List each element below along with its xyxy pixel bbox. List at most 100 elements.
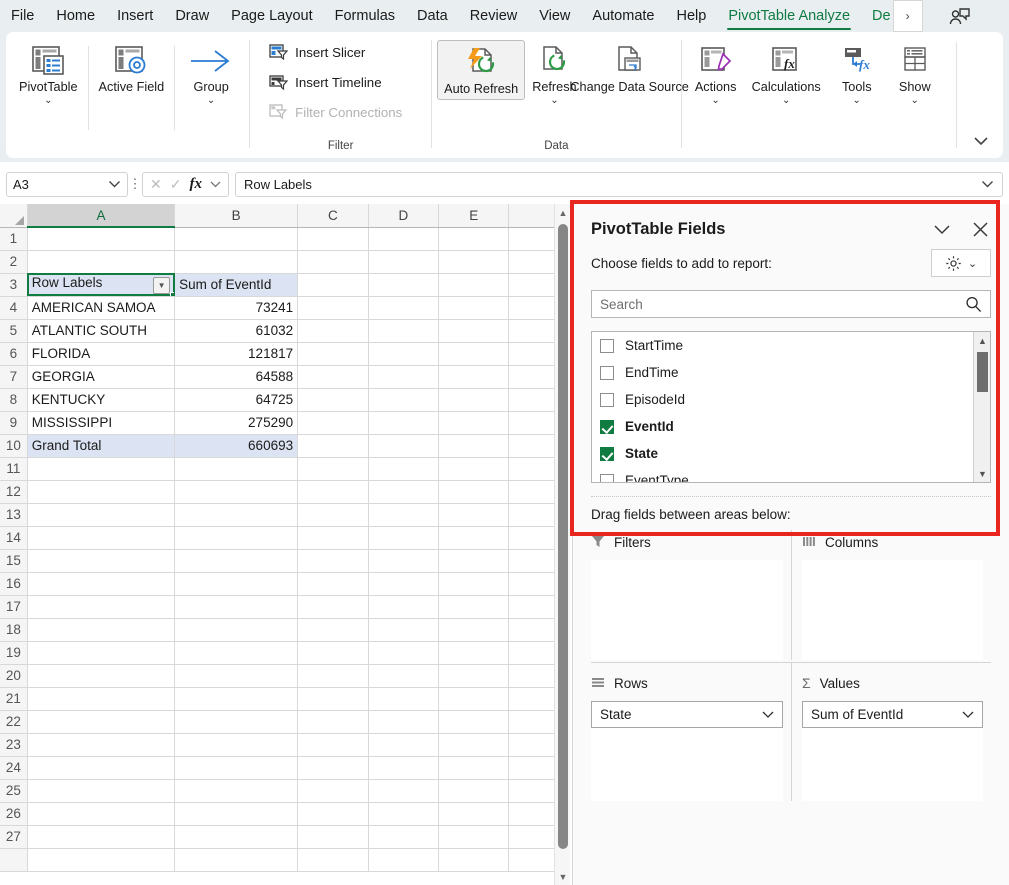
- area-columns-dropzone[interactable]: [802, 560, 983, 660]
- cell-e3[interactable]: [438, 273, 510, 297]
- area-filters[interactable]: Filters: [591, 530, 791, 660]
- cell-d21[interactable]: [368, 687, 440, 711]
- cell-b18[interactable]: [174, 618, 299, 642]
- cell-label-6[interactable]: FLORIDA: [27, 342, 176, 366]
- show-button[interactable]: Show ⌄: [886, 38, 944, 106]
- tab-review[interactable]: Review: [469, 8, 518, 24]
- cell-b19[interactable]: [174, 641, 299, 665]
- field-list-scrollbar[interactable]: ▲ ▼: [973, 332, 990, 482]
- cell-value-8[interactable]: 64725: [174, 388, 299, 412]
- ribbon-collapse-chevron-icon[interactable]: [973, 136, 989, 146]
- cell-grand-total-label[interactable]: Grand Total: [27, 434, 176, 458]
- area-rows[interactable]: Rows State: [591, 662, 791, 801]
- cell-a24[interactable]: [27, 756, 176, 780]
- insert-timeline-button[interactable]: Insert Timeline: [263, 67, 387, 97]
- cell-b12[interactable]: [174, 480, 299, 504]
- rows-empty-space[interactable]: [591, 728, 783, 801]
- calculations-button[interactable]: fx Calculations ⌄: [745, 38, 828, 106]
- cell-c17[interactable]: [297, 595, 369, 619]
- chevron-down-icon[interactable]: ⌄: [711, 95, 720, 106]
- cell-a25[interactable]: [27, 779, 176, 803]
- cell-value-6[interactable]: 121817: [174, 342, 299, 366]
- chevron-down-icon[interactable]: ⌄: [206, 95, 216, 106]
- cell-value-5[interactable]: 61032: [174, 319, 299, 343]
- cell-d9[interactable]: [368, 411, 440, 435]
- cell-d1[interactable]: [368, 227, 440, 251]
- cell-c9[interactable]: [297, 411, 369, 435]
- chevron-down-icon[interactable]: [108, 180, 121, 188]
- cell-c16[interactable]: [297, 572, 369, 596]
- row-header-12[interactable]: 12: [0, 480, 28, 504]
- row-header-8[interactable]: 8: [0, 388, 28, 412]
- cell-a12[interactable]: [27, 480, 176, 504]
- cell-e17[interactable]: [438, 595, 510, 619]
- tab-view[interactable]: View: [539, 8, 571, 24]
- chevron-down-icon[interactable]: ⌄: [550, 95, 559, 106]
- insert-function-icon[interactable]: fx: [189, 175, 202, 192]
- cell-c14[interactable]: [297, 526, 369, 550]
- row-header-15[interactable]: 15: [0, 549, 28, 573]
- cell-b28[interactable]: [174, 848, 299, 872]
- row-header-17[interactable]: 17: [0, 595, 28, 619]
- field-item-eventtype[interactable]: EventType: [592, 467, 990, 482]
- cell-d6[interactable]: [368, 342, 440, 366]
- chevron-down-icon[interactable]: ⌄: [44, 95, 53, 106]
- cell-b15[interactable]: [174, 549, 299, 573]
- row-header-11[interactable]: 11: [0, 457, 28, 481]
- row-header-16[interactable]: 16: [0, 572, 28, 596]
- field-checkbox[interactable]: [600, 473, 614, 482]
- cell-sum-of-eventid[interactable]: Sum of EventId: [174, 273, 299, 297]
- cell-c18[interactable]: [297, 618, 369, 642]
- cell-d27[interactable]: [368, 825, 440, 849]
- name-box[interactable]: A3: [6, 171, 128, 197]
- search-input[interactable]: Search: [591, 290, 991, 318]
- cell-c13[interactable]: [297, 503, 369, 527]
- cell-e6[interactable]: [438, 342, 510, 366]
- cell-d24[interactable]: [368, 756, 440, 780]
- cell-e10[interactable]: [438, 434, 510, 458]
- cell-a27[interactable]: [27, 825, 176, 849]
- row-header-9[interactable]: 9: [0, 411, 28, 435]
- row-header-2[interactable]: 2: [0, 250, 28, 274]
- cell-b14[interactable]: [174, 526, 299, 550]
- cell-d23[interactable]: [368, 733, 440, 757]
- cell-b17[interactable]: [174, 595, 299, 619]
- area-values[interactable]: Σ Values Sum of EventId: [791, 662, 991, 801]
- cell-b23[interactable]: [174, 733, 299, 757]
- cell-e27[interactable]: [438, 825, 510, 849]
- cell-c6[interactable]: [297, 342, 369, 366]
- cell-a18[interactable]: [27, 618, 176, 642]
- row-header-3[interactable]: 3: [0, 273, 28, 297]
- formula-expand-chevron-icon[interactable]: [981, 180, 994, 188]
- tab-file[interactable]: File: [11, 8, 35, 24]
- tab-data[interactable]: Data: [417, 8, 448, 24]
- cell-a13[interactable]: [27, 503, 176, 527]
- cell-c2[interactable]: [297, 250, 369, 274]
- cell-a22[interactable]: [27, 710, 176, 734]
- chevron-down-icon[interactable]: ⌄: [967, 257, 978, 270]
- formula-bar-grip[interactable]: ⋮: [128, 176, 142, 191]
- cell-value-9[interactable]: 275290: [174, 411, 299, 435]
- cell-c26[interactable]: [297, 802, 369, 826]
- area-rows-dropzone[interactable]: State: [591, 701, 783, 801]
- scroll-up-arrow-icon[interactable]: ▲: [978, 335, 987, 346]
- cell-c5[interactable]: [297, 319, 369, 343]
- area-values-dropzone[interactable]: Sum of EventId: [802, 701, 983, 801]
- cell-e25[interactable]: [438, 779, 510, 803]
- cell-a23[interactable]: [27, 733, 176, 757]
- cell-a26[interactable]: [27, 802, 176, 826]
- tab-help[interactable]: Help: [676, 8, 707, 24]
- cell-e23[interactable]: [438, 733, 510, 757]
- cell-a17[interactable]: [27, 595, 176, 619]
- cell-c28[interactable]: [297, 848, 369, 872]
- row-header-26[interactable]: 26: [0, 802, 28, 826]
- cell-e5[interactable]: [438, 319, 510, 343]
- tools-button[interactable]: fx Tools ⌄: [828, 38, 886, 106]
- cell-b2[interactable]: [174, 250, 299, 274]
- cell-e16[interactable]: [438, 572, 510, 596]
- search-icon[interactable]: [965, 296, 982, 313]
- cell-a1[interactable]: [27, 227, 176, 251]
- ribbon-overflow-chevron-icon[interactable]: ›: [892, 0, 923, 32]
- row-header-13[interactable]: 13: [0, 503, 28, 527]
- cell-b1[interactable]: [174, 227, 299, 251]
